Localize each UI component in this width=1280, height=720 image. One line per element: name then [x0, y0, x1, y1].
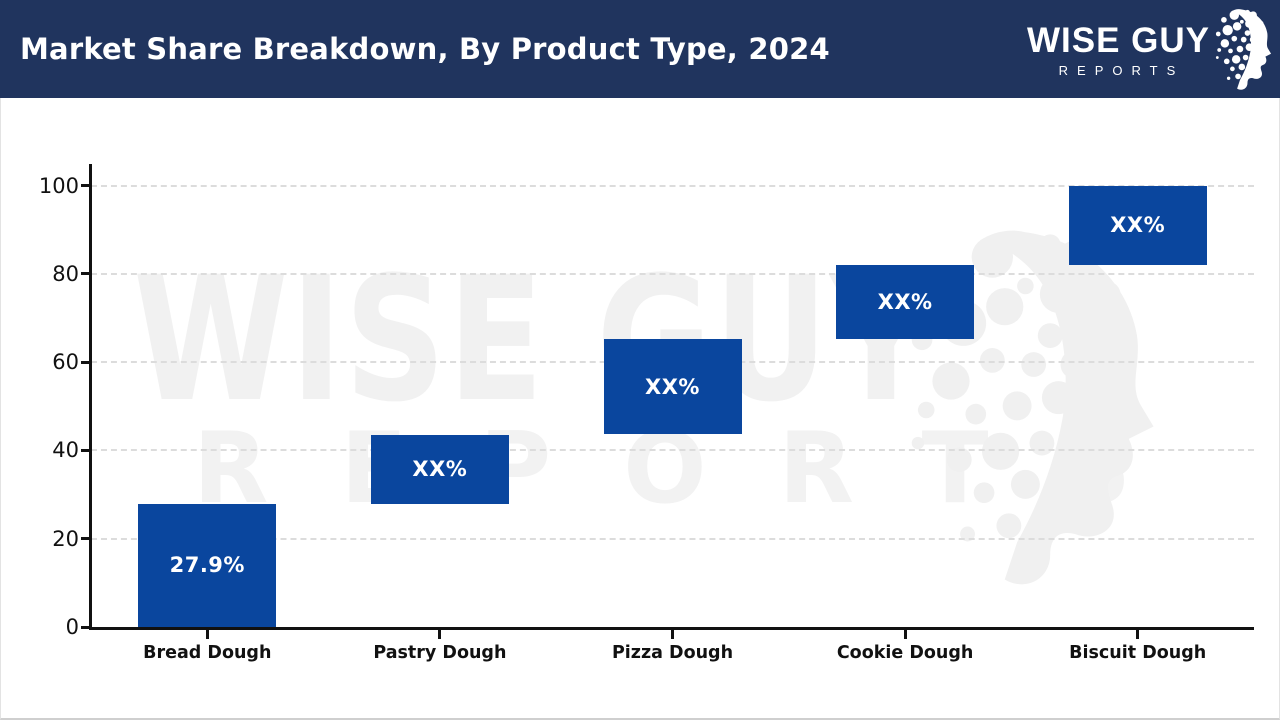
bar-value-label: XX%	[645, 374, 700, 399]
bar-value-label: XX%	[877, 289, 933, 314]
y-tick	[81, 625, 90, 629]
y-tick	[81, 537, 90, 541]
plot-area: 0 20 40 60 80 100 27.9% Bread Dough XX% Pastry …	[1, 98, 1279, 718]
y-tick-label: 40	[52, 438, 79, 463]
y-tick-label: 80	[52, 261, 79, 286]
gridline-80	[91, 272, 1254, 275]
chart-title: Market Share Breakdown, By Product Type,…	[20, 32, 830, 66]
y-tick	[81, 184, 90, 187]
bar-value-label: XX%	[412, 457, 468, 482]
header-bar: Market Share Breakdown, By Product Type,…	[0, 0, 1280, 98]
y-tick-label: 60	[52, 350, 79, 375]
gridline-100	[91, 184, 1254, 187]
watermark-subtext: REPORTS	[193, 412, 1204, 526]
bar-cookie-dough: XX%	[836, 264, 975, 339]
dotted-head-icon	[1206, 6, 1272, 94]
bar-pizza-dough: XX%	[603, 338, 742, 435]
bar-value-label: XX%	[1110, 213, 1166, 237]
bar-pastry-dough: XX%	[370, 434, 509, 504]
y-tick-label: 20	[52, 526, 79, 551]
gridline-20	[91, 537, 1254, 540]
brand-name: WISE GUY	[1026, 20, 1210, 60]
x-tick-label-pastry-dough: Pastry Dough	[373, 643, 507, 663]
y-tick	[81, 360, 90, 364]
brand-logo-text: WISE GUY REPORTS	[1027, 23, 1210, 78]
bar-biscuit-dough: XX%	[1068, 185, 1207, 265]
x-tick-label-pizza-dough: Pizza Dough	[611, 643, 734, 663]
x-tick-label-biscuit-dough: Biscuit Dough	[1069, 643, 1207, 663]
y-tick-label: 0	[65, 615, 79, 639]
brand-logo: WISE GUY REPORTS	[1027, 4, 1272, 96]
brand-subtitle: REPORTS	[1058, 62, 1185, 78]
x-tick	[671, 630, 674, 639]
y-tick-label: 100	[38, 173, 79, 198]
x-tick	[205, 630, 209, 639]
x-tick	[1136, 630, 1140, 639]
y-tick	[81, 272, 90, 276]
gridline-40	[91, 449, 1254, 452]
chart-area: WISE GUY REPORTS 0 20 40 60 80 100 27.9% Bread…	[0, 98, 1280, 720]
x-tick	[903, 630, 907, 639]
bar-bread-dough: 27.9%	[138, 503, 277, 627]
y-tick	[81, 448, 90, 452]
x-tick	[438, 630, 442, 639]
bar-value-label: 27.9%	[169, 553, 245, 578]
y-axis-line	[89, 163, 92, 630]
watermark-text: WISE GUY	[133, 239, 934, 440]
x-tick-label-bread-dough: Bread Dough	[143, 643, 272, 663]
x-axis-line	[89, 627, 1254, 630]
x-tick-label-cookie-dough: Cookie Dough	[836, 643, 974, 663]
